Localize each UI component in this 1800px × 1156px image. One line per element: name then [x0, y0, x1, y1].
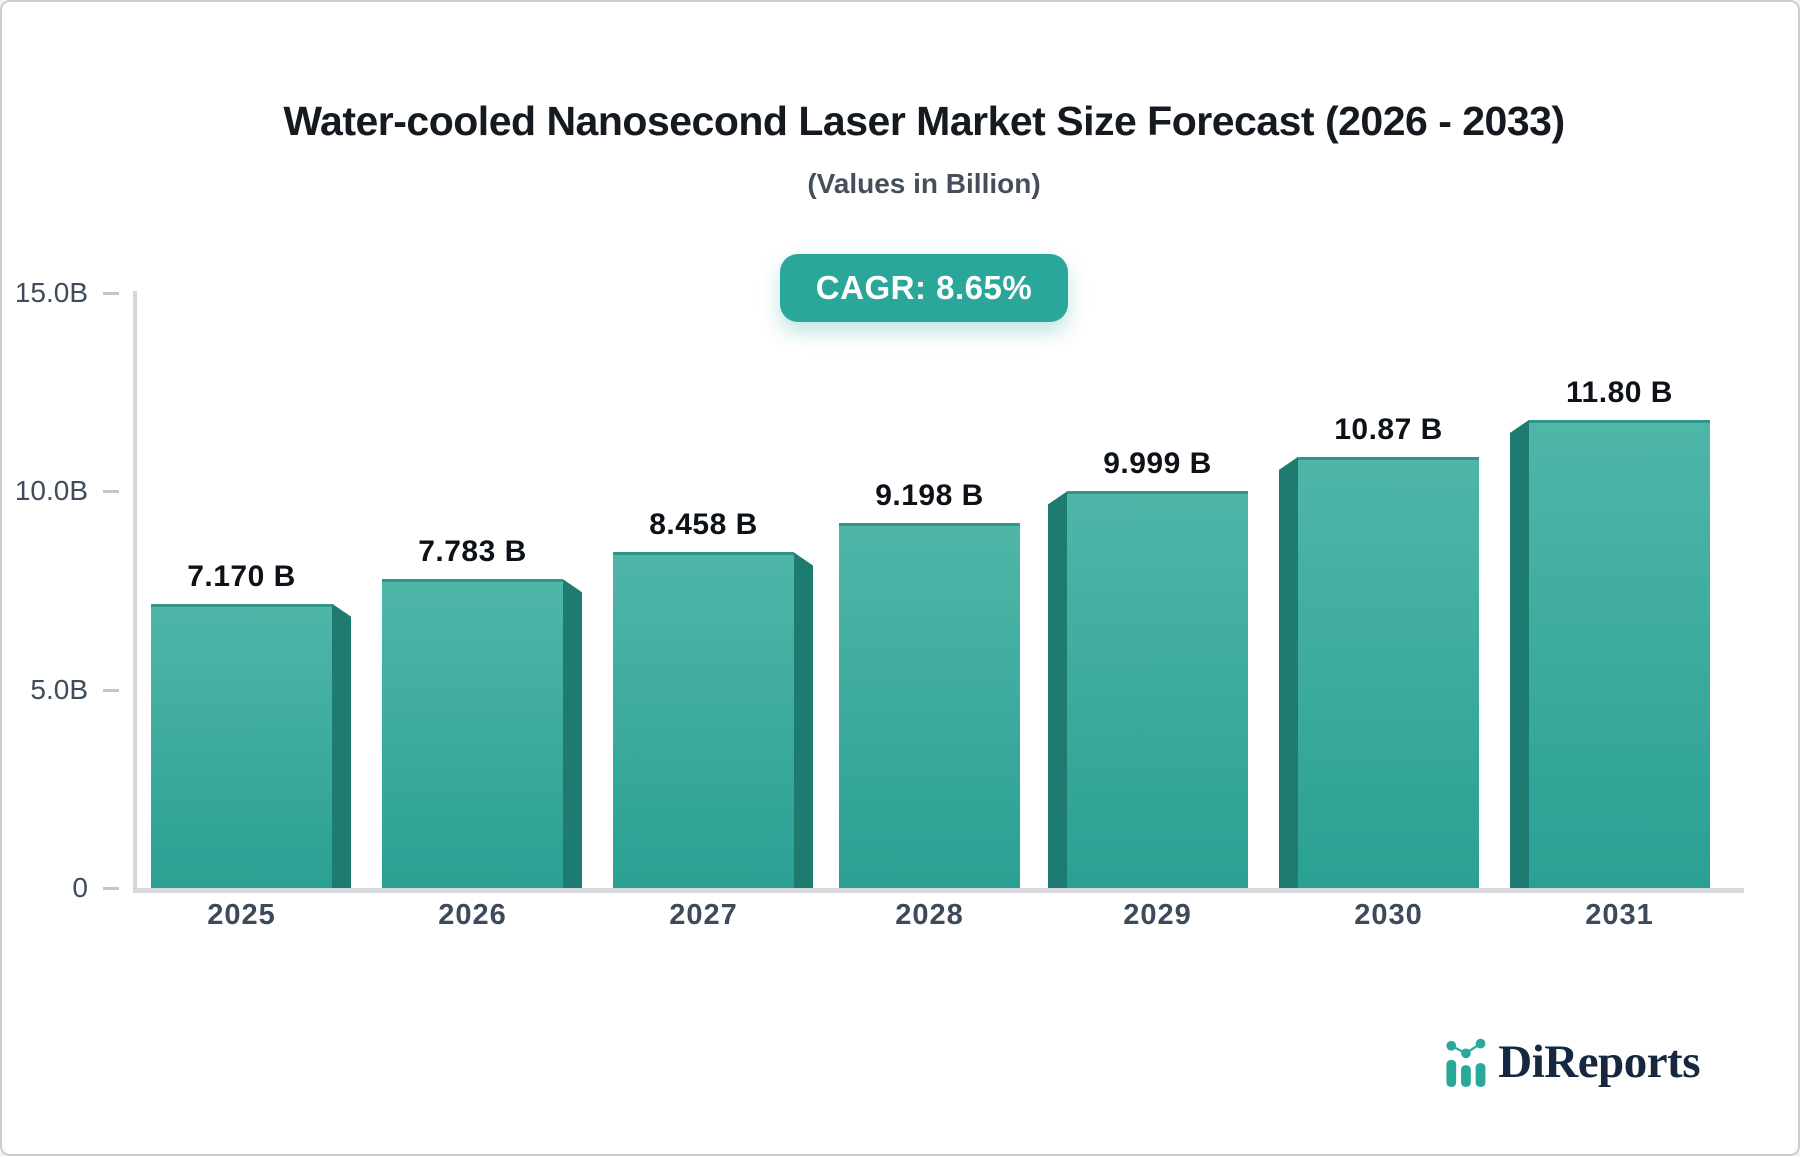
x-tick-label-2025: 2025	[207, 899, 276, 931]
bar-side-2025	[332, 603, 351, 888]
direports-logo-text: DiReports	[1498, 1036, 1700, 1088]
bar-2026	[382, 579, 563, 888]
bar-2029	[1067, 491, 1248, 888]
y-tick-dash-10.0B	[103, 490, 119, 494]
bar-side-2026	[563, 579, 582, 888]
bar-side-2027	[794, 552, 813, 888]
direports-logo: DiReports	[1445, 1036, 1700, 1088]
bar-value-label-2028: 9.198 B	[875, 479, 984, 513]
x-tick-label-2030: 2030	[1354, 899, 1423, 931]
chart-title: Water-cooled Nanosecond Laser Market Siz…	[283, 98, 1565, 144]
y-tick-label-5.0B: 5.0B	[30, 673, 88, 705]
bar-value-label-2027: 8.458 B	[649, 508, 758, 542]
x-tick-label-2026: 2026	[438, 899, 507, 931]
x-tick-label-2029: 2029	[1123, 899, 1192, 931]
bar-2027	[613, 552, 794, 888]
direports-logo-icon	[1446, 1038, 1486, 1087]
y-tick-dash-5.0B	[103, 688, 119, 692]
chart-subtitle: (Values in Billion)	[807, 168, 1041, 199]
x-axis-line	[133, 888, 1744, 893]
y-tick-label-15.0B: 15.0B	[14, 277, 88, 308]
bar-side-2030	[1279, 456, 1298, 888]
bar-side-2029	[1048, 491, 1067, 888]
y-axis-line	[133, 291, 137, 892]
bar-2030	[1298, 456, 1479, 888]
bar-2031	[1529, 419, 1710, 888]
cagr-badge: CAGR: 8.65%	[779, 254, 1069, 322]
y-tick-dash-15.0B	[103, 292, 119, 295]
cagr-badge-row: CAGR: 8.65%	[24, 254, 1798, 322]
bar-2028	[839, 523, 1020, 888]
bar-value-label-2030: 10.87 B	[1334, 412, 1443, 446]
bar-value-label-2031: 11.80 B	[1566, 375, 1673, 409]
x-tick-label-2027: 2027	[669, 899, 738, 931]
y-tick-label-10.0B: 10.0B	[14, 475, 88, 507]
bar-value-label-2026: 7.783 B	[418, 535, 527, 569]
y-tick-dash-0	[103, 887, 119, 890]
x-tick-label-2031: 2031	[1585, 899, 1654, 931]
bar-value-label-2025: 7.170 B	[187, 559, 296, 593]
bar-2025	[151, 603, 332, 888]
bar-value-label-2029: 9.999 B	[1103, 447, 1212, 481]
y-tick-label-0: 0	[72, 872, 88, 903]
bar-side-2031	[1510, 419, 1529, 888]
x-tick-label-2028: 2028	[895, 899, 964, 931]
